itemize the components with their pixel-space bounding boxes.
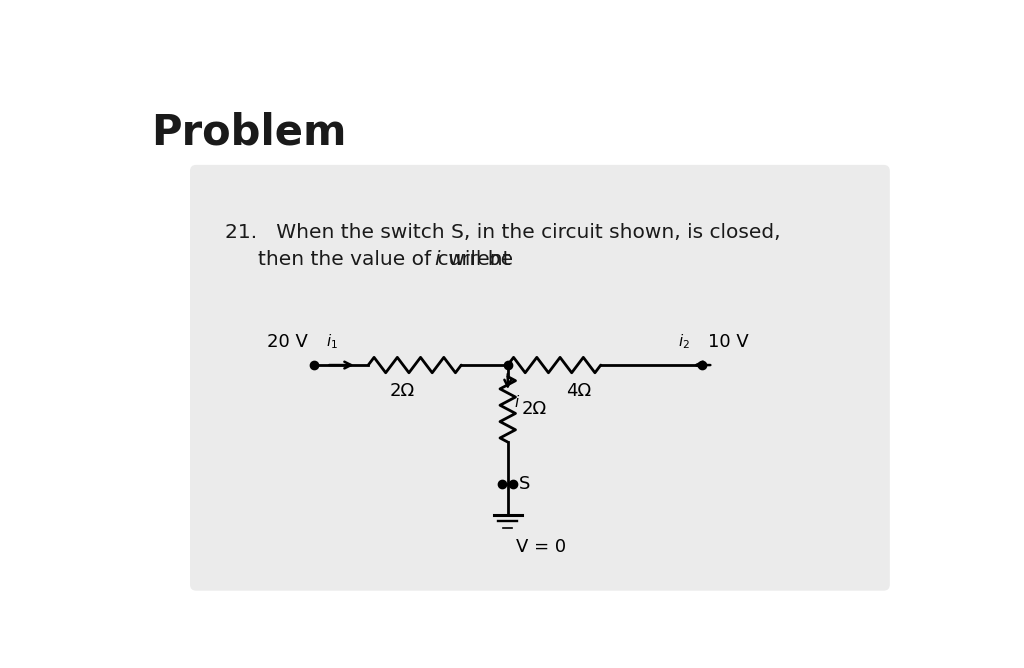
Text: 10 V: 10 V [708,333,749,351]
FancyBboxPatch shape [190,165,890,591]
Text: 20 V: 20 V [267,333,308,351]
Text: then the value of current: then the value of current [258,250,517,269]
Text: 2Ω: 2Ω [521,400,547,418]
Text: $i$: $i$ [514,394,520,410]
Text: i: i [434,250,439,269]
Text: V = 0: V = 0 [515,538,565,556]
Text: will be: will be [442,250,513,269]
Text: Problem: Problem [152,112,347,154]
Text: 21.   When the switch S, in the circuit shown, is closed,: 21. When the switch S, in the circuit sh… [225,222,780,242]
Text: $i_2$: $i_2$ [678,333,690,351]
Text: 2Ω: 2Ω [389,382,415,400]
Text: S: S [518,476,530,494]
Text: $i_1$: $i_1$ [326,333,338,351]
Text: 4Ω: 4Ω [566,382,591,400]
